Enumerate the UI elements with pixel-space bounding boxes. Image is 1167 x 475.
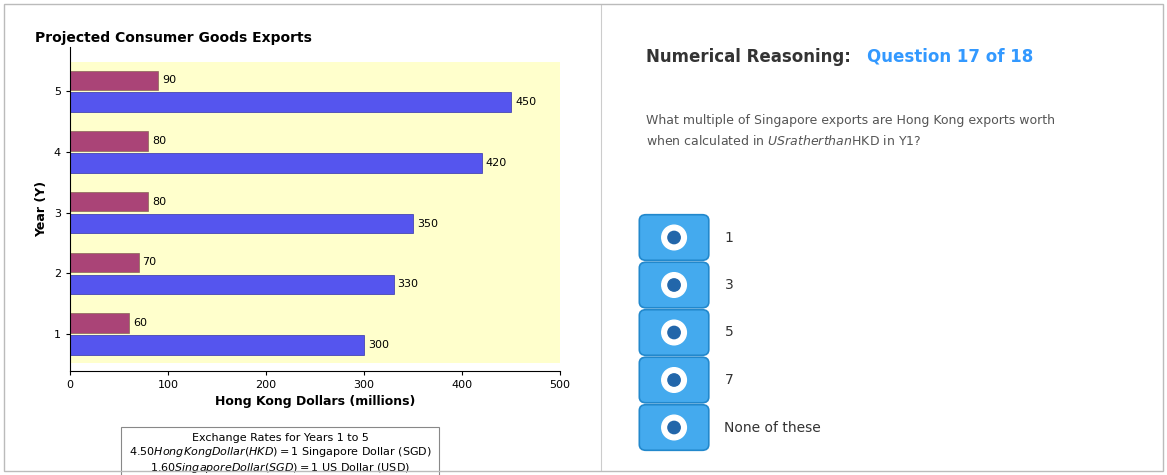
Legend: Singapore, Hong Kong: Singapore, Hong Kong [172, 460, 410, 475]
Bar [70, 153, 482, 172]
Text: Question 17 of 18: Question 17 of 18 [867, 48, 1034, 66]
Ellipse shape [662, 415, 686, 440]
FancyBboxPatch shape [640, 405, 708, 450]
Text: 1: 1 [725, 230, 733, 245]
Ellipse shape [668, 374, 680, 386]
Text: 300: 300 [368, 340, 389, 350]
Ellipse shape [668, 326, 680, 339]
Text: 450: 450 [515, 97, 536, 107]
Text: 330: 330 [398, 279, 419, 289]
Text: Projected Consumer Goods Exports: Projected Consumer Goods Exports [35, 31, 312, 45]
Ellipse shape [662, 225, 686, 250]
Text: 420: 420 [485, 158, 506, 168]
Ellipse shape [662, 368, 686, 392]
Bar [70, 71, 159, 90]
FancyBboxPatch shape [640, 310, 708, 355]
FancyBboxPatch shape [640, 215, 708, 260]
Text: Exchange Rates for Years 1 to 5
$4.50 Hong Kong Dollar (HKD) = $1 Singapore Doll: Exchange Rates for Years 1 to 5 $4.50 Ho… [128, 433, 432, 475]
Text: 3: 3 [725, 278, 733, 292]
Text: 350: 350 [417, 218, 438, 228]
Text: 90: 90 [162, 75, 176, 86]
Ellipse shape [662, 320, 686, 345]
FancyBboxPatch shape [640, 262, 708, 308]
Text: 60: 60 [133, 318, 147, 328]
Bar [70, 192, 148, 211]
Y-axis label: Year (Y): Year (Y) [35, 181, 48, 237]
Text: 7: 7 [725, 373, 733, 387]
Bar [70, 275, 393, 294]
Ellipse shape [668, 231, 680, 244]
Ellipse shape [668, 421, 680, 434]
Ellipse shape [668, 279, 680, 291]
Text: What multiple of Singapore exports are Hong Kong exports worth
when calculated i: What multiple of Singapore exports are H… [647, 114, 1055, 148]
Bar [70, 214, 413, 233]
Bar [70, 131, 148, 151]
FancyBboxPatch shape [640, 357, 708, 403]
Text: 70: 70 [142, 257, 156, 267]
Bar [70, 335, 364, 355]
Text: 5: 5 [725, 325, 733, 340]
Bar [70, 93, 511, 112]
Ellipse shape [662, 273, 686, 297]
Bar [70, 253, 139, 272]
Text: 80: 80 [153, 136, 167, 146]
Text: Numerical Reasoning:: Numerical Reasoning: [647, 48, 857, 66]
X-axis label: Hong Kong Dollars (millions): Hong Kong Dollars (millions) [215, 395, 415, 408]
Text: None of these: None of these [725, 420, 822, 435]
Bar [70, 314, 128, 333]
Text: 80: 80 [153, 197, 167, 207]
FancyBboxPatch shape [70, 62, 560, 363]
